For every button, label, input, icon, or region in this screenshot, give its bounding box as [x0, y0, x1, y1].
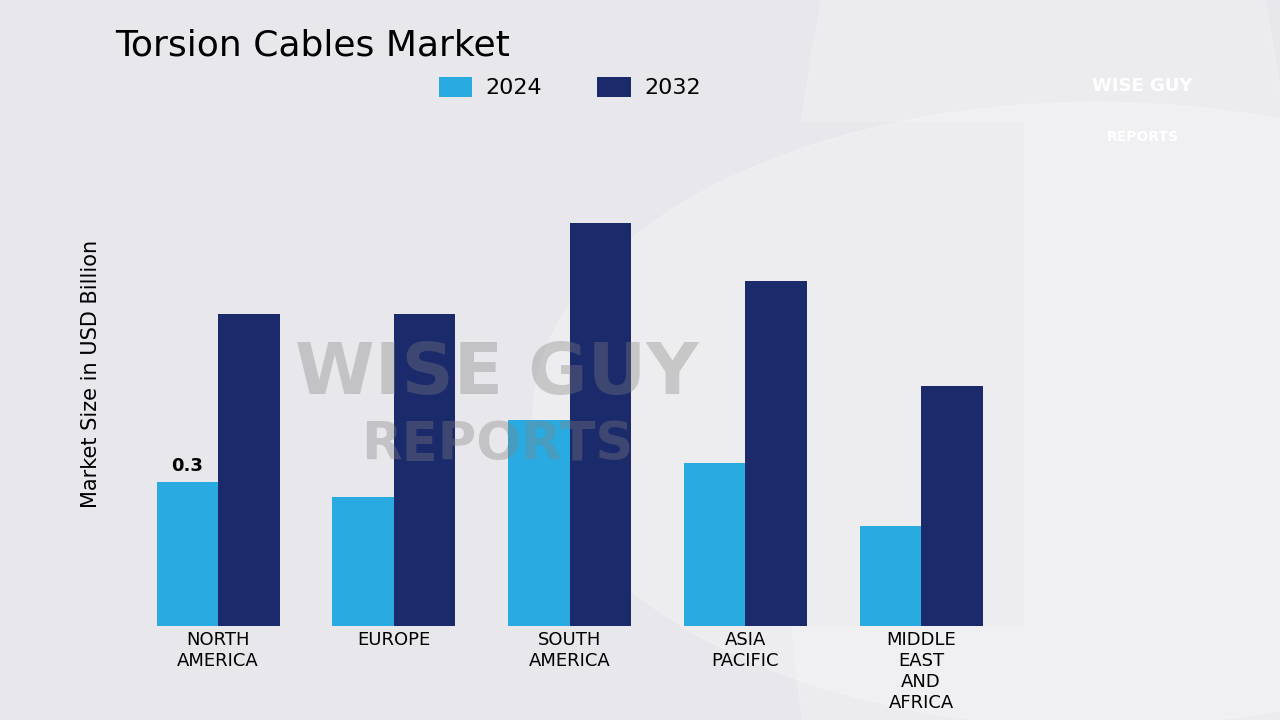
Bar — [333, 497, 394, 626]
Text: WISE GUY: WISE GUY — [296, 340, 699, 409]
Circle shape — [534, 102, 1280, 720]
Bar — [860, 526, 922, 626]
Y-axis label: Market Size in USD Billion: Market Size in USD Billion — [82, 240, 101, 508]
Text: REPORTS: REPORTS — [1107, 130, 1179, 144]
Bar — [922, 387, 983, 626]
Text: REPORTS: REPORTS — [361, 419, 634, 471]
Bar — [218, 315, 279, 626]
Bar — [745, 281, 806, 626]
Bar — [570, 223, 631, 626]
Bar — [684, 463, 745, 626]
Text: WISE GUY: WISE GUY — [1092, 77, 1193, 95]
Bar — [508, 420, 570, 626]
Bar — [394, 315, 456, 626]
Bar — [156, 482, 218, 626]
Text: 0.3: 0.3 — [172, 457, 204, 475]
Circle shape — [782, 0, 1280, 720]
Text: Torsion Cables Market: Torsion Cables Market — [115, 29, 509, 63]
Legend: 2024, 2032: 2024, 2032 — [430, 68, 709, 107]
